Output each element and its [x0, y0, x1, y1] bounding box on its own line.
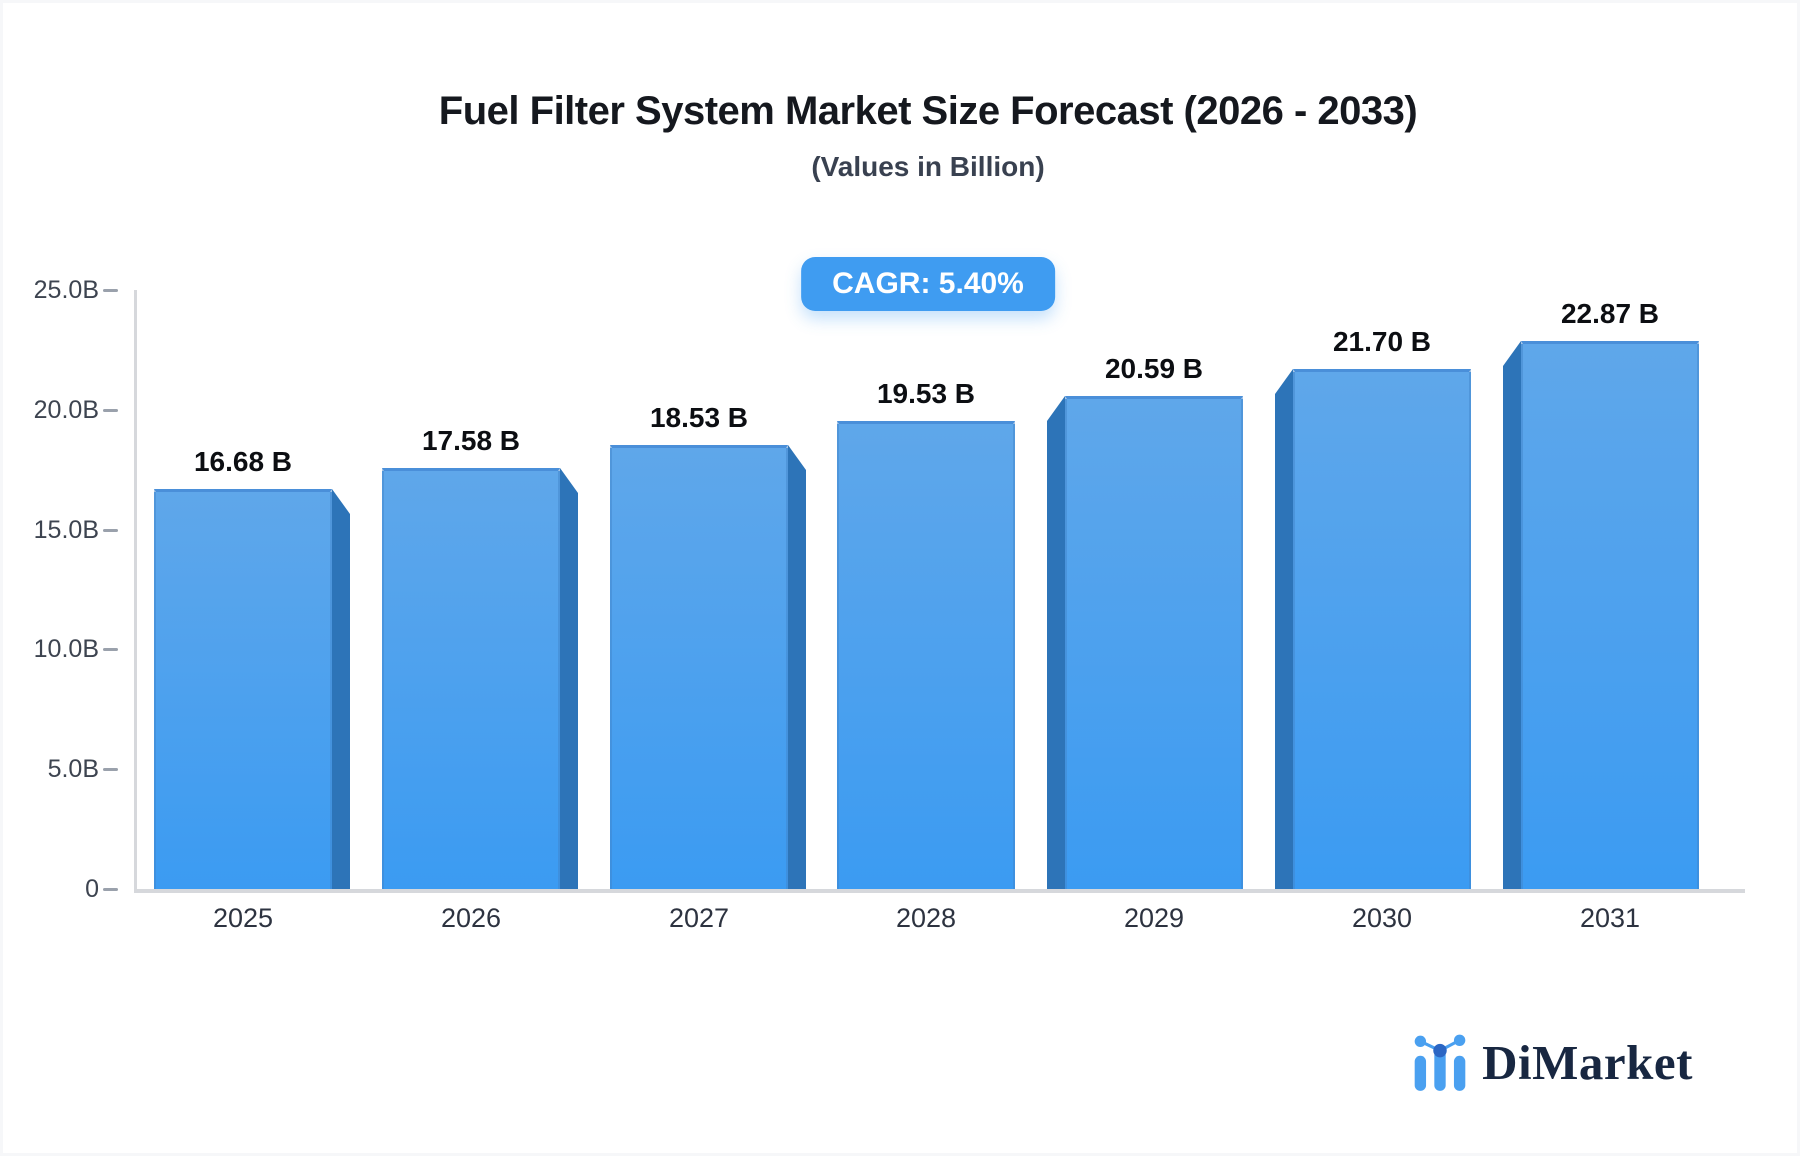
brand-logo: DiMarket — [1413, 1031, 1693, 1093]
bar-value-label-2025: 16.68 B — [193, 446, 293, 477]
bar-2025 — [154, 489, 332, 889]
y-axis-line — [134, 290, 137, 893]
x-axis-line — [134, 889, 1745, 893]
y-axis-tick-mark — [103, 648, 118, 652]
x-axis-label-2031: 2031 — [1579, 903, 1641, 933]
x-axis-label-2029: 2029 — [1123, 903, 1185, 933]
bar-2029 — [1065, 396, 1243, 889]
x-axis-label-2030: 2030 — [1351, 903, 1413, 933]
bar-3d-side-2027 — [788, 445, 806, 889]
bar-3d-side-2026 — [560, 468, 578, 889]
bar-3d-side-2025 — [332, 489, 350, 889]
y-axis-tick-label: 20.0B — [33, 395, 99, 424]
bar-value-label-2027: 18.53 B — [649, 402, 749, 433]
bar-3d-side-2031 — [1503, 341, 1521, 889]
chart-title: Fuel Filter System Market Size Forecast … — [438, 89, 1418, 133]
chart-subtitle: (Values in Billion) — [811, 151, 1045, 182]
y-axis-tick-mark — [103, 888, 118, 891]
x-axis-label-2025: 2025 — [212, 903, 274, 933]
bar-chart-plot-area: 0 5.0B 10.0B 15.0B 20.0B 25.0B 16.68 B 2025 17.5… — [3, 3, 1797, 1153]
bar-value-label-2026: 17.58 B — [421, 425, 521, 456]
y-axis-tick-label: 5.0B — [47, 755, 99, 784]
bar-2028 — [837, 421, 1015, 889]
bar-2031 — [1521, 341, 1699, 889]
x-axis-label-2027: 2027 — [668, 903, 730, 933]
bar-2027 — [610, 445, 788, 889]
y-axis-tick-label: 0 — [85, 875, 99, 903]
y-axis-tick-mark — [103, 768, 118, 772]
y-axis-tick-label: 15.0B — [33, 515, 99, 544]
bar-chart-logo-icon — [1413, 1031, 1467, 1093]
x-axis-label-2028: 2028 — [895, 903, 957, 933]
y-axis-tick-label: 10.0B — [33, 635, 99, 664]
x-axis-label-2026: 2026 — [440, 903, 502, 933]
bar-value-label-2029: 20.59 B — [1104, 353, 1204, 384]
y-axis-tick-mark — [103, 289, 118, 292]
bar-value-label-2031: 22.87 B — [1560, 298, 1660, 329]
y-axis-tick-mark — [103, 408, 118, 412]
bar-value-label-2030: 21.70 B — [1332, 326, 1432, 357]
bar-2030 — [1293, 369, 1471, 889]
bar-value-label-2028: 19.53 B — [876, 378, 976, 409]
bar-3d-side-2030 — [1275, 369, 1293, 889]
bar-3d-side-2029 — [1047, 396, 1065, 889]
bar-2026 — [382, 468, 560, 889]
brand-name: DiMarket — [1482, 1034, 1693, 1090]
y-axis-tick-label: 25.0B — [33, 276, 99, 304]
y-axis-tick-mark — [103, 528, 118, 532]
cagr-badge: CAGR: 5.40% — [801, 257, 1055, 311]
